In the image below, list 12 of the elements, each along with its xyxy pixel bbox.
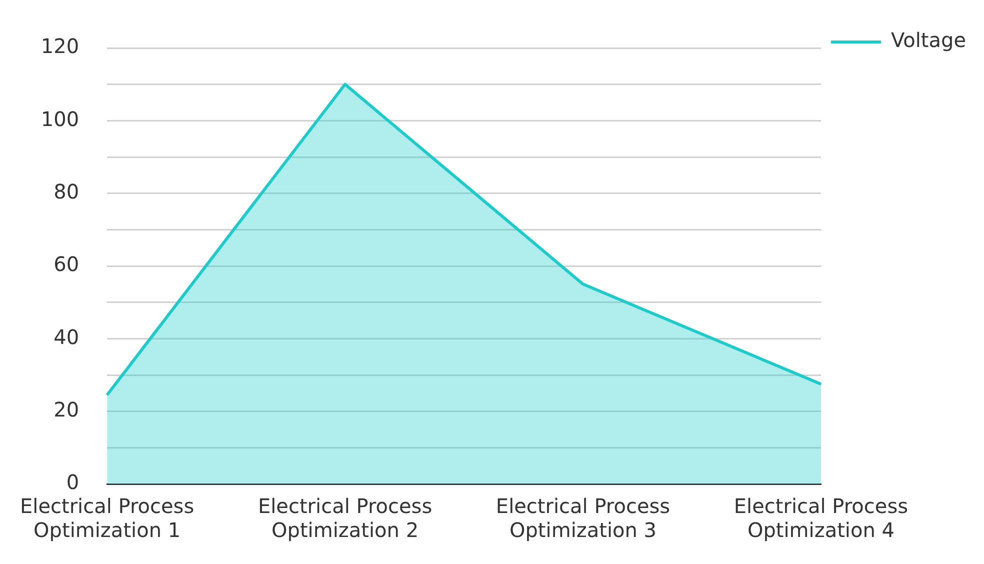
y-tick-label: 40: [54, 324, 80, 349]
x-tick-label: Electrical Process Optimization 3: [496, 494, 670, 542]
y-tick-label: 0: [66, 470, 80, 494]
x-tick-label: Electrical Process Optimization 4: [734, 494, 908, 542]
legend-label: Voltage: [890, 28, 966, 52]
y-tick-label: 120: [40, 34, 80, 58]
y-tick-label: 80: [54, 180, 80, 204]
x-tick-label: Electrical Process Optimization 2: [258, 494, 432, 542]
y-tick-label: 20: [54, 398, 80, 422]
x-tick-label: Electrical Process Optimization 1: [20, 494, 194, 542]
y-tick-label: 100: [40, 106, 80, 131]
y-tick-label: 60: [54, 252, 80, 276]
